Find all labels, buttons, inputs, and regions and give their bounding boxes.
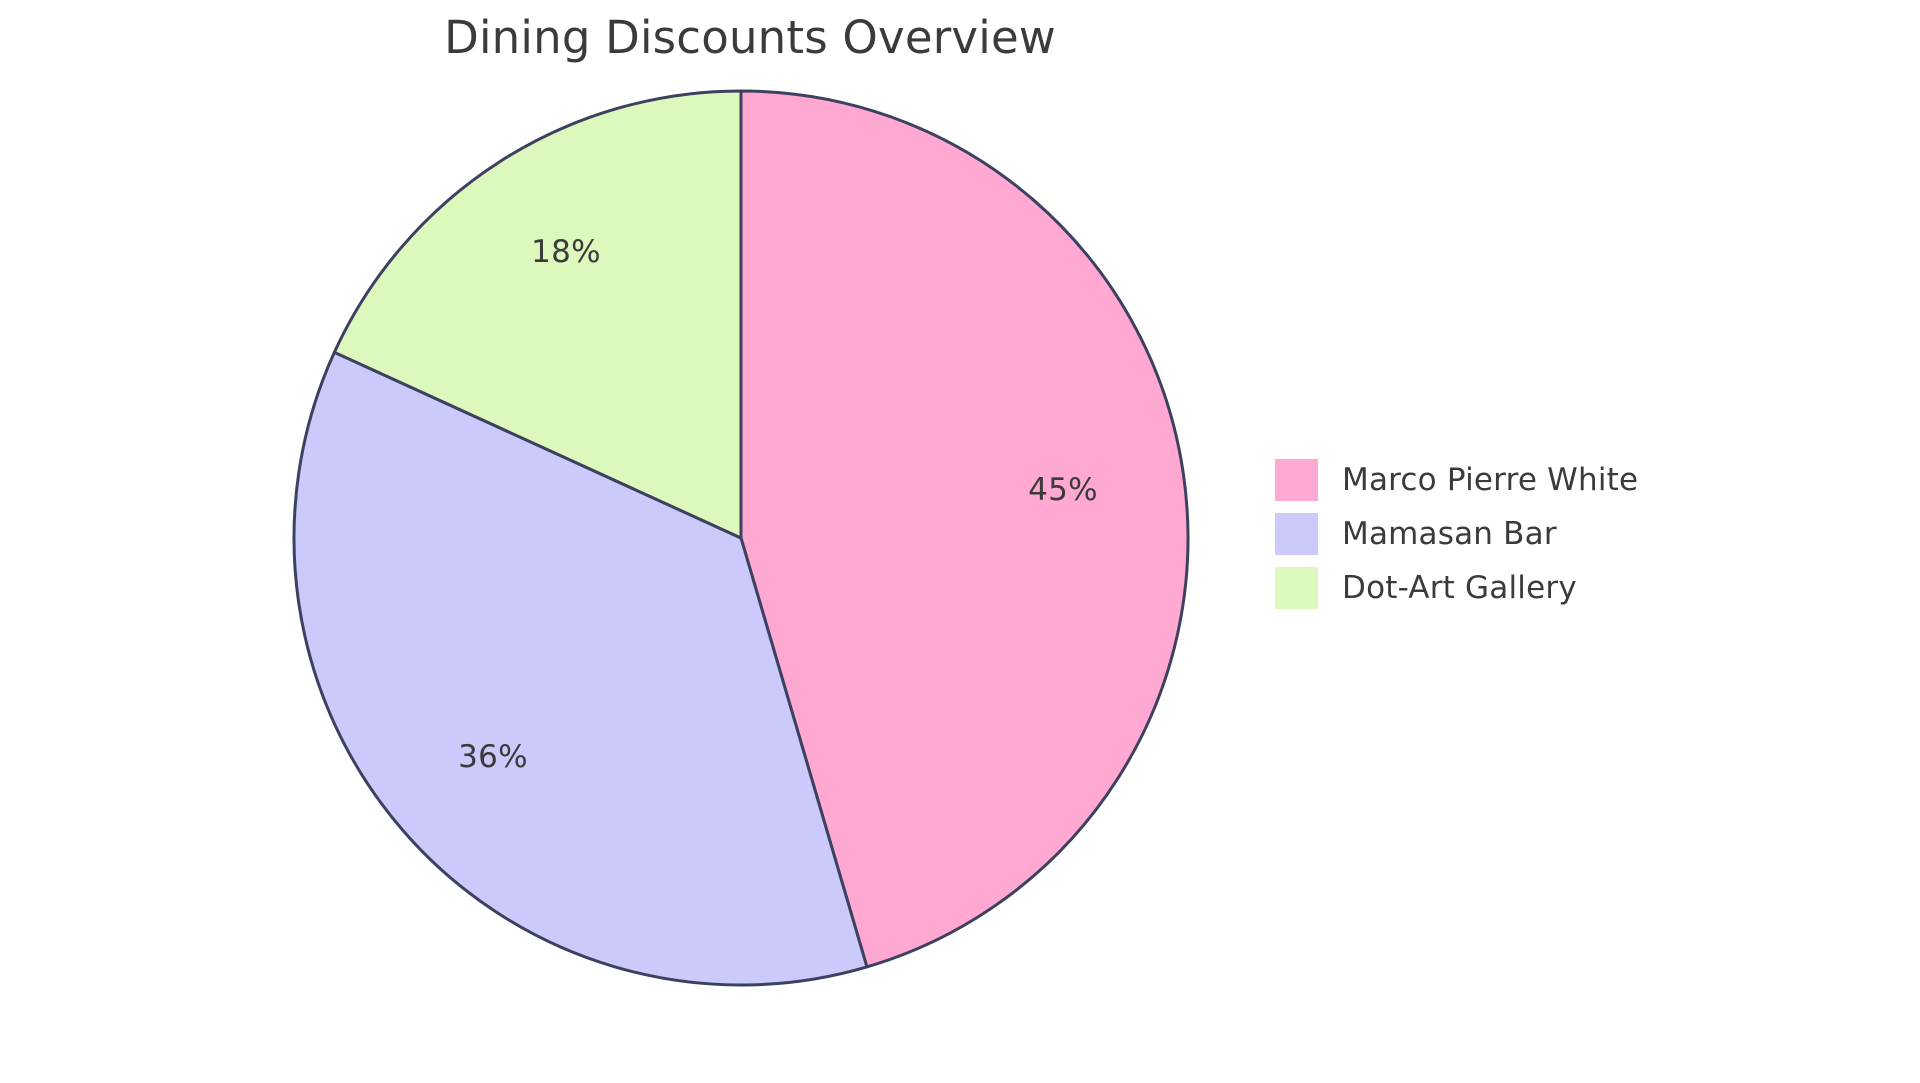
pie-slice-group <box>292 89 1190 987</box>
legend-item[interactable]: Dot-Art Gallery <box>1275 567 1638 609</box>
legend-color-swatch <box>1275 513 1318 555</box>
legend-item-label: Marco Pierre White <box>1342 462 1639 498</box>
chart-legend: Marco Pierre White Mamasan Bar Dot-Art Gal… <box>1275 459 1638 609</box>
pie-slice[interactable] <box>292 350 869 987</box>
legend-color-swatch <box>1275 459 1318 501</box>
pie-slice-percent-label: 36% <box>458 739 528 775</box>
pie-slice[interactable] <box>739 89 1190 969</box>
legend-item[interactable]: Mamasan Bar <box>1275 513 1638 555</box>
pie-slice-percent-label: 18% <box>531 234 601 270</box>
legend-item[interactable]: Marco Pierre White <box>1275 459 1638 501</box>
pie-slice-percent-label: 45% <box>1028 472 1098 508</box>
legend-color-swatch <box>1275 567 1318 609</box>
legend-item-label: Mamasan Bar <box>1342 516 1557 552</box>
legend-item-label: Dot-Art Gallery <box>1342 570 1577 606</box>
page-title: Dining Discounts Overview <box>444 11 1056 64</box>
pie-slice[interactable] <box>332 89 743 540</box>
